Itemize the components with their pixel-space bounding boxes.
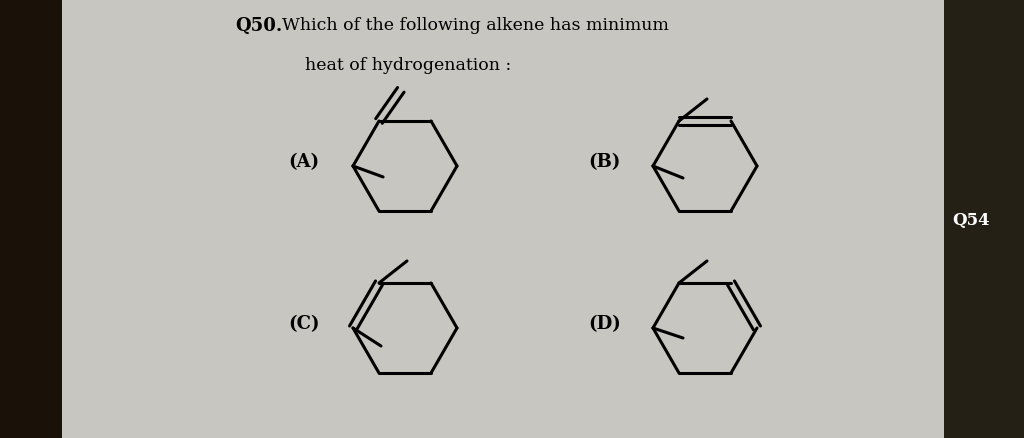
Text: Q54: Q54	[952, 212, 989, 229]
Text: (A): (A)	[288, 153, 319, 171]
Polygon shape	[944, 0, 1024, 438]
FancyBboxPatch shape	[62, 0, 944, 438]
Text: (D): (D)	[588, 314, 621, 332]
Text: (C): (C)	[288, 314, 319, 332]
Text: Which of the following alkene has minimum: Which of the following alkene has minimu…	[282, 17, 669, 34]
Text: Q50.: Q50.	[234, 17, 283, 35]
Polygon shape	[0, 0, 62, 438]
Text: (B): (B)	[588, 153, 621, 171]
Text: heat of hydrogenation :: heat of hydrogenation :	[305, 57, 511, 74]
